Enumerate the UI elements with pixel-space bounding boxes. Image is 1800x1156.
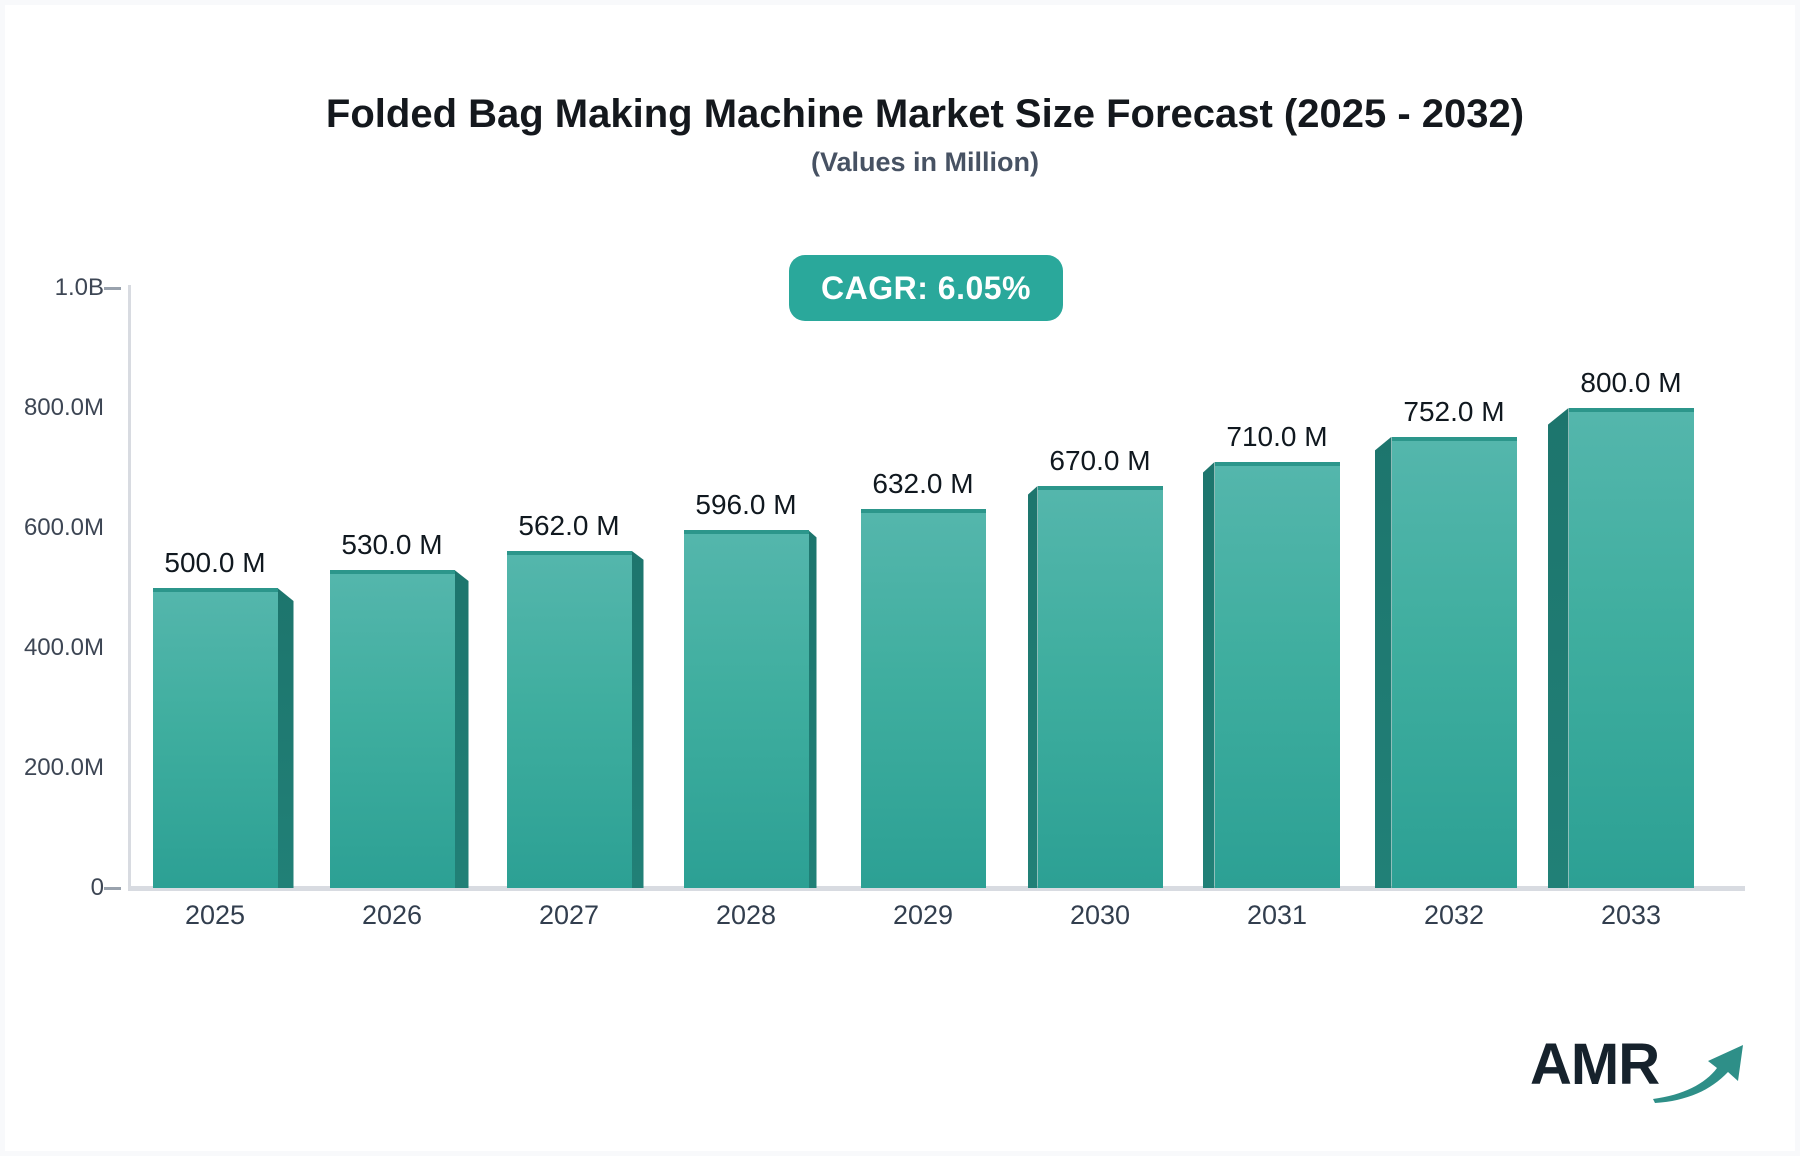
bar-side-face-right: [631, 550, 644, 888]
bar-2033: [1568, 408, 1694, 888]
y-axis-label: 800.0M: [23, 394, 104, 421]
chart-subtitle: (Values in Million): [810, 147, 1040, 177]
amr-logo-text: AMR: [1530, 1032, 1660, 1097]
bar-side-face-right: [808, 530, 817, 888]
bar-side-face-right: [454, 570, 469, 888]
y-axis-label: 400.0M: [23, 634, 104, 661]
y-axis-tick: [104, 287, 121, 290]
y-axis-label: 1.0B: [54, 274, 104, 301]
bar-2031: [1214, 462, 1340, 888]
bar-value-label: 670.0 M: [1049, 445, 1151, 476]
bar-value-label: 562.0 M: [518, 509, 620, 541]
y-axis-label: 600.0M: [23, 514, 104, 541]
bar-side-face-left: [1374, 436, 1392, 888]
bar-value-label: 752.0 M: [1403, 395, 1505, 427]
bar-value-label: 596.0 M: [695, 489, 797, 521]
y-axis-label: 200.0M: [23, 754, 104, 781]
cagr-badge: CAGR: 6.05%: [789, 255, 1063, 321]
x-axis-label: 2027: [538, 900, 600, 930]
chart-title: Folded Bag Making Machine Market Size Fo…: [325, 92, 1525, 136]
bar-2027: [506, 550, 632, 888]
bar-2032: [1391, 436, 1517, 888]
x-axis-label: 2029: [892, 900, 954, 930]
x-axis-label: 2033: [1600, 900, 1662, 930]
bar-value-label: 710.0 M: [1226, 421, 1328, 452]
bar-value-label: 500.0 M: [164, 547, 266, 578]
bar-value-label: 632.0 M: [872, 467, 974, 499]
bar-2030: [1037, 486, 1163, 888]
bar-2029: [860, 508, 986, 888]
y-axis-tick: [104, 887, 121, 890]
y-axis-line: [128, 285, 131, 890]
cagr-badge-label: CAGR: 6.05%: [821, 269, 1031, 306]
x-axis-label: 2028: [715, 900, 777, 930]
bar-side-face-left: [1202, 462, 1215, 888]
bar-side-face-left: [1547, 408, 1569, 888]
x-axis-label: 2025: [184, 900, 246, 930]
x-axis-label: 2030: [1069, 900, 1131, 930]
x-axis-label: 2031: [1246, 900, 1308, 930]
bar-2025: [152, 588, 278, 888]
x-axis-label: 2032: [1423, 900, 1485, 930]
x-axis-line: [128, 886, 1745, 891]
bar-2028: [683, 530, 809, 888]
bar-side-face-left: [1027, 486, 1038, 888]
x-axis-label: 2026: [361, 900, 423, 930]
bar-2026: [329, 570, 455, 888]
bar-value-label: 800.0 M: [1580, 367, 1682, 398]
bar-value-label: 530.0 M: [341, 529, 443, 560]
bar-side-face-right: [277, 588, 294, 888]
growth-arrow-icon: [1653, 1045, 1744, 1103]
y-axis-label: 0: [90, 874, 104, 901]
amr-logo: AMR: [1530, 1036, 1747, 1104]
